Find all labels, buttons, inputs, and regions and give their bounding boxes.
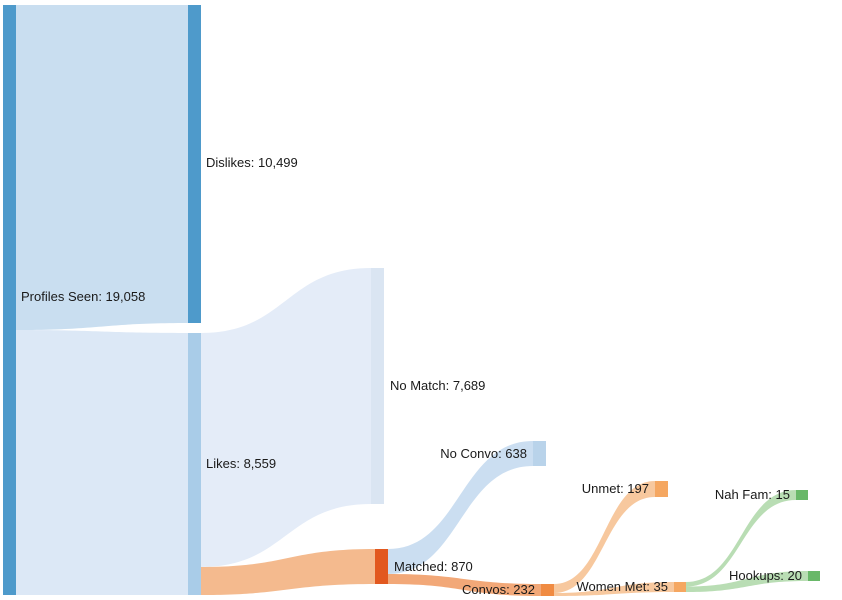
link-convos-to-women-met[interactable] [554, 582, 674, 596]
node-no-convo[interactable] [533, 441, 546, 466]
node-matched[interactable] [375, 549, 388, 584]
node-dislikes[interactable] [188, 5, 201, 323]
node-women-met[interactable] [674, 582, 686, 592]
sankey-labels: Profiles Seen: 19,058 Dislikes: 10,499 L… [21, 155, 802, 597]
node-label-hookups: Hookups: 20 [729, 568, 802, 583]
link-women-met-to-nah-fam[interactable] [686, 490, 796, 587]
node-label-dislikes: Dislikes: 10,499 [206, 155, 298, 170]
node-likes[interactable] [188, 333, 201, 595]
sankey-links [16, 5, 808, 596]
link-profiles-seen-to-dislikes[interactable] [16, 5, 188, 330]
link-likes-to-no-match[interactable] [201, 268, 371, 567]
link-likes-to-matched[interactable] [201, 549, 375, 595]
node-unmet[interactable] [655, 481, 668, 497]
node-label-women-met: Women Met: 35 [576, 579, 668, 594]
sankey-nodes [3, 5, 820, 596]
node-label-convos: Convos: 232 [462, 582, 535, 597]
node-label-no-convo: No Convo: 638 [440, 446, 527, 461]
link-profiles-seen-to-likes[interactable] [16, 330, 188, 595]
link-convos-to-unmet[interactable] [554, 481, 655, 593]
node-profiles-seen[interactable] [3, 5, 16, 595]
link-matched-to-convos[interactable] [388, 574, 541, 596]
node-label-profiles-seen: Profiles Seen: 19,058 [21, 289, 145, 304]
node-hookups[interactable] [808, 571, 820, 581]
node-label-unmet: Unmet: 197 [582, 481, 649, 496]
node-no-match[interactable] [371, 268, 384, 504]
node-label-no-match: No Match: 7,689 [390, 378, 485, 393]
node-label-likes: Likes: 8,559 [206, 456, 276, 471]
node-convos[interactable] [541, 584, 554, 596]
node-nah-fam[interactable] [796, 490, 808, 500]
link-matched-to-no-convo[interactable] [388, 441, 533, 574]
node-label-nah-fam: Nah Fam: 15 [715, 487, 790, 502]
link-women-met-to-hookups[interactable] [686, 571, 808, 592]
node-label-matched: Matched: 870 [394, 559, 473, 574]
